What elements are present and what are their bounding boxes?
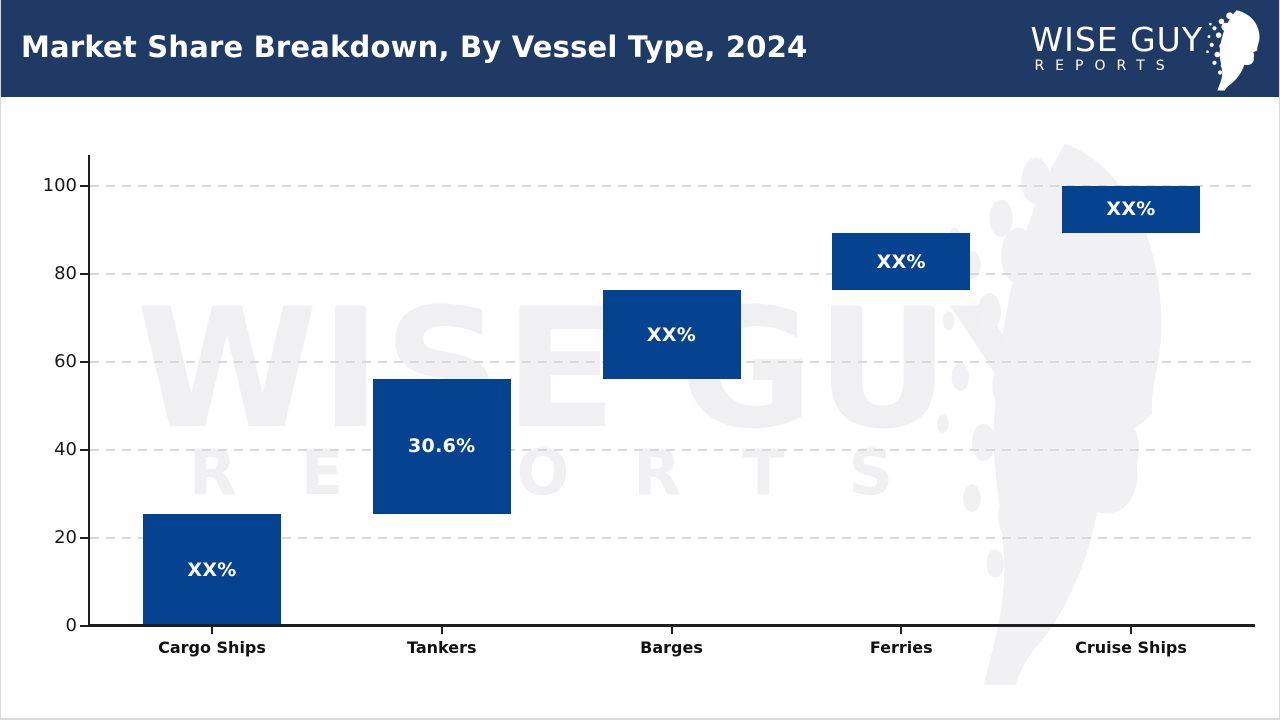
y-tick-mark-100 <box>80 184 88 187</box>
page-title: Market Share Breakdown, By Vessel Type, … <box>21 29 808 64</box>
y-tick-label-60: 60 <box>54 350 77 372</box>
logo-wordmark: WISE GUY REPORTS <box>1030 23 1203 74</box>
bar-tankers: 30.6% <box>372 378 511 514</box>
y-tick-label-40: 40 <box>54 438 77 460</box>
y-tick-mark-20 <box>80 536 88 539</box>
bar-barges: XX% <box>602 290 741 379</box>
watermark-subtext: REPORTS <box>189 436 958 509</box>
y-tick-label-100: 100 <box>42 174 77 196</box>
x-tick-mark-3 <box>900 627 903 634</box>
bar-cruise-ships: XX% <box>1062 185 1200 234</box>
bar-value-label: XX% <box>876 250 926 273</box>
wise-guy-reports-logo: WISE GUY REPORTS <box>1030 7 1267 91</box>
bar-value-label: XX% <box>187 558 237 581</box>
x-category-label-ferries: Ferries <box>869 638 933 657</box>
x-tick-mark-2 <box>670 627 673 634</box>
y-tick-mark-0 <box>80 625 88 627</box>
bar-ferries: XX% <box>832 233 971 291</box>
x-category-label-barges: Barges <box>640 638 703 657</box>
x-tick-mark-0 <box>211 627 213 634</box>
y-tick-label-80: 80 <box>54 262 77 284</box>
gridline-80 <box>90 272 1254 275</box>
gridline-20 <box>90 536 1254 539</box>
x-category-label-cruise-ships: Cruise Ships <box>1075 638 1187 657</box>
gridline-100 <box>90 184 1254 187</box>
x-category-label-tankers: Tankers <box>406 638 477 657</box>
bar-value-label: XX% <box>646 323 697 346</box>
x-tick-mark-1 <box>440 627 443 634</box>
y-tick-label-0: 0 <box>65 615 77 636</box>
bar-value-label: XX% <box>1106 198 1156 221</box>
chart-canvas: WISE GUY REPORTS 0 20 40 60 80 100 XX% 30.6% XX… <box>1 97 1279 718</box>
logo-wordmark-sub: REPORTS <box>1034 58 1176 74</box>
x-axis-line <box>88 624 1255 627</box>
x-tick-mark-4 <box>1130 627 1132 634</box>
dotted-head-icon <box>1206 9 1260 90</box>
bar-cargo-ships: XX% <box>143 513 281 626</box>
x-category-label-cargo-ships: Cargo Ships <box>158 638 266 657</box>
header: Market Share Breakdown, By Vessel Type, … <box>1 0 1279 97</box>
y-axis-line <box>88 155 90 626</box>
y-tick-mark-80 <box>80 272 88 275</box>
bar-value-label: 30.6% <box>408 435 476 458</box>
y-tick-label-20: 20 <box>54 526 77 548</box>
logo-wordmark-main: WISE GUY <box>1030 20 1203 59</box>
y-tick-mark-40 <box>80 448 88 451</box>
y-tick-mark-60 <box>80 360 88 363</box>
gridline-40 <box>90 448 1254 451</box>
